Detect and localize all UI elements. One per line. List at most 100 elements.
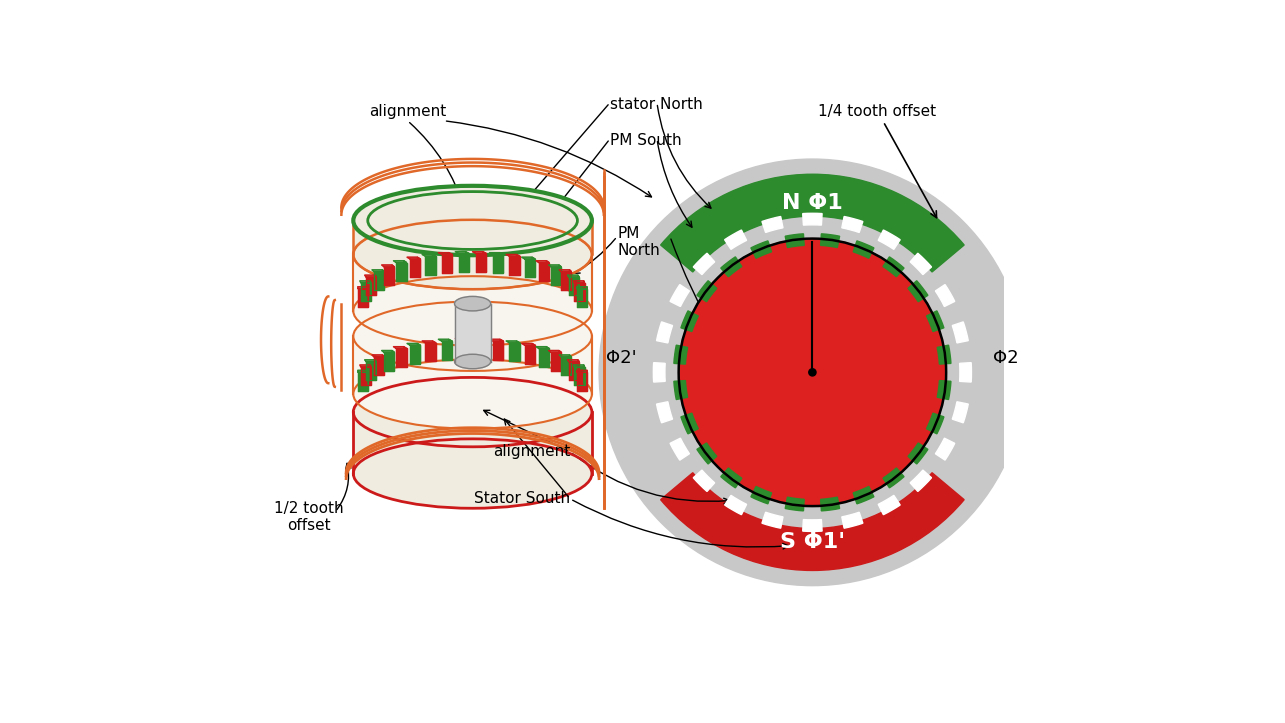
Polygon shape xyxy=(359,372,369,390)
Polygon shape xyxy=(365,360,377,362)
Polygon shape xyxy=(473,338,487,341)
Wedge shape xyxy=(785,234,804,247)
Wedge shape xyxy=(910,470,932,492)
Polygon shape xyxy=(569,277,580,296)
Wedge shape xyxy=(803,213,822,225)
Wedge shape xyxy=(657,322,672,343)
Polygon shape xyxy=(360,281,371,283)
Wedge shape xyxy=(762,512,783,529)
Polygon shape xyxy=(383,270,384,290)
Wedge shape xyxy=(878,495,901,515)
Polygon shape xyxy=(559,351,562,371)
Wedge shape xyxy=(660,174,964,272)
Polygon shape xyxy=(506,341,520,343)
Polygon shape xyxy=(493,254,504,273)
Polygon shape xyxy=(490,252,504,254)
Polygon shape xyxy=(483,252,487,272)
Polygon shape xyxy=(407,343,420,346)
Text: alignment: alignment xyxy=(493,445,571,459)
Polygon shape xyxy=(509,343,520,362)
Polygon shape xyxy=(577,372,587,390)
Polygon shape xyxy=(538,262,549,281)
Polygon shape xyxy=(536,346,549,348)
Polygon shape xyxy=(465,338,469,359)
Polygon shape xyxy=(425,257,436,275)
Wedge shape xyxy=(681,413,698,434)
Polygon shape xyxy=(448,252,452,273)
Wedge shape xyxy=(750,241,771,258)
Polygon shape xyxy=(410,346,420,364)
Polygon shape xyxy=(490,339,504,341)
Polygon shape xyxy=(425,343,436,362)
Polygon shape xyxy=(574,367,585,385)
Wedge shape xyxy=(883,468,905,488)
Polygon shape xyxy=(357,370,369,372)
Polygon shape xyxy=(524,259,535,278)
Ellipse shape xyxy=(455,354,491,369)
Wedge shape xyxy=(842,512,862,529)
Wedge shape xyxy=(669,438,690,460)
Polygon shape xyxy=(361,283,371,301)
Polygon shape xyxy=(559,265,562,286)
Polygon shape xyxy=(506,254,520,257)
Polygon shape xyxy=(574,283,585,301)
Wedge shape xyxy=(803,520,822,531)
Polygon shape xyxy=(392,265,394,286)
Wedge shape xyxy=(762,216,783,233)
Polygon shape xyxy=(396,348,406,367)
Wedge shape xyxy=(696,443,717,464)
Wedge shape xyxy=(696,281,717,301)
Polygon shape xyxy=(532,343,535,364)
Wedge shape xyxy=(750,487,771,504)
Wedge shape xyxy=(910,253,932,275)
Polygon shape xyxy=(532,257,535,278)
Text: Stator South: Stator South xyxy=(474,492,571,506)
Polygon shape xyxy=(393,261,406,262)
Wedge shape xyxy=(908,281,928,301)
Wedge shape xyxy=(878,230,901,249)
Polygon shape xyxy=(455,304,491,362)
Wedge shape xyxy=(821,497,839,511)
Wedge shape xyxy=(725,230,747,249)
Polygon shape xyxy=(353,336,592,394)
Polygon shape xyxy=(455,338,469,341)
Polygon shape xyxy=(371,270,384,272)
Circle shape xyxy=(678,239,946,506)
Polygon shape xyxy=(375,360,377,380)
Wedge shape xyxy=(853,241,874,258)
Polygon shape xyxy=(418,257,420,278)
Wedge shape xyxy=(960,363,971,382)
Polygon shape xyxy=(573,281,585,283)
Polygon shape xyxy=(559,270,572,272)
Wedge shape xyxy=(926,413,944,434)
Wedge shape xyxy=(785,497,804,511)
Wedge shape xyxy=(694,253,714,275)
Polygon shape xyxy=(374,272,384,290)
Polygon shape xyxy=(353,254,592,311)
Wedge shape xyxy=(673,380,687,400)
Polygon shape xyxy=(393,346,406,348)
Polygon shape xyxy=(365,275,377,277)
Polygon shape xyxy=(538,348,549,367)
Polygon shape xyxy=(559,355,572,356)
Polygon shape xyxy=(392,351,394,371)
Text: PM
North: PM North xyxy=(617,226,660,258)
Polygon shape xyxy=(577,288,587,307)
Polygon shape xyxy=(459,341,469,359)
Ellipse shape xyxy=(353,301,592,371)
Polygon shape xyxy=(475,254,487,272)
Polygon shape xyxy=(438,252,452,254)
Wedge shape xyxy=(660,473,964,570)
Wedge shape xyxy=(926,311,944,332)
Polygon shape xyxy=(524,346,535,364)
Text: Φ2: Φ2 xyxy=(993,349,1019,367)
Ellipse shape xyxy=(353,377,592,447)
Ellipse shape xyxy=(353,359,592,429)
Polygon shape xyxy=(438,339,452,341)
Polygon shape xyxy=(509,257,520,275)
Wedge shape xyxy=(616,176,1009,569)
Wedge shape xyxy=(821,234,839,247)
Polygon shape xyxy=(384,267,394,286)
Wedge shape xyxy=(937,380,951,400)
Polygon shape xyxy=(384,352,394,371)
